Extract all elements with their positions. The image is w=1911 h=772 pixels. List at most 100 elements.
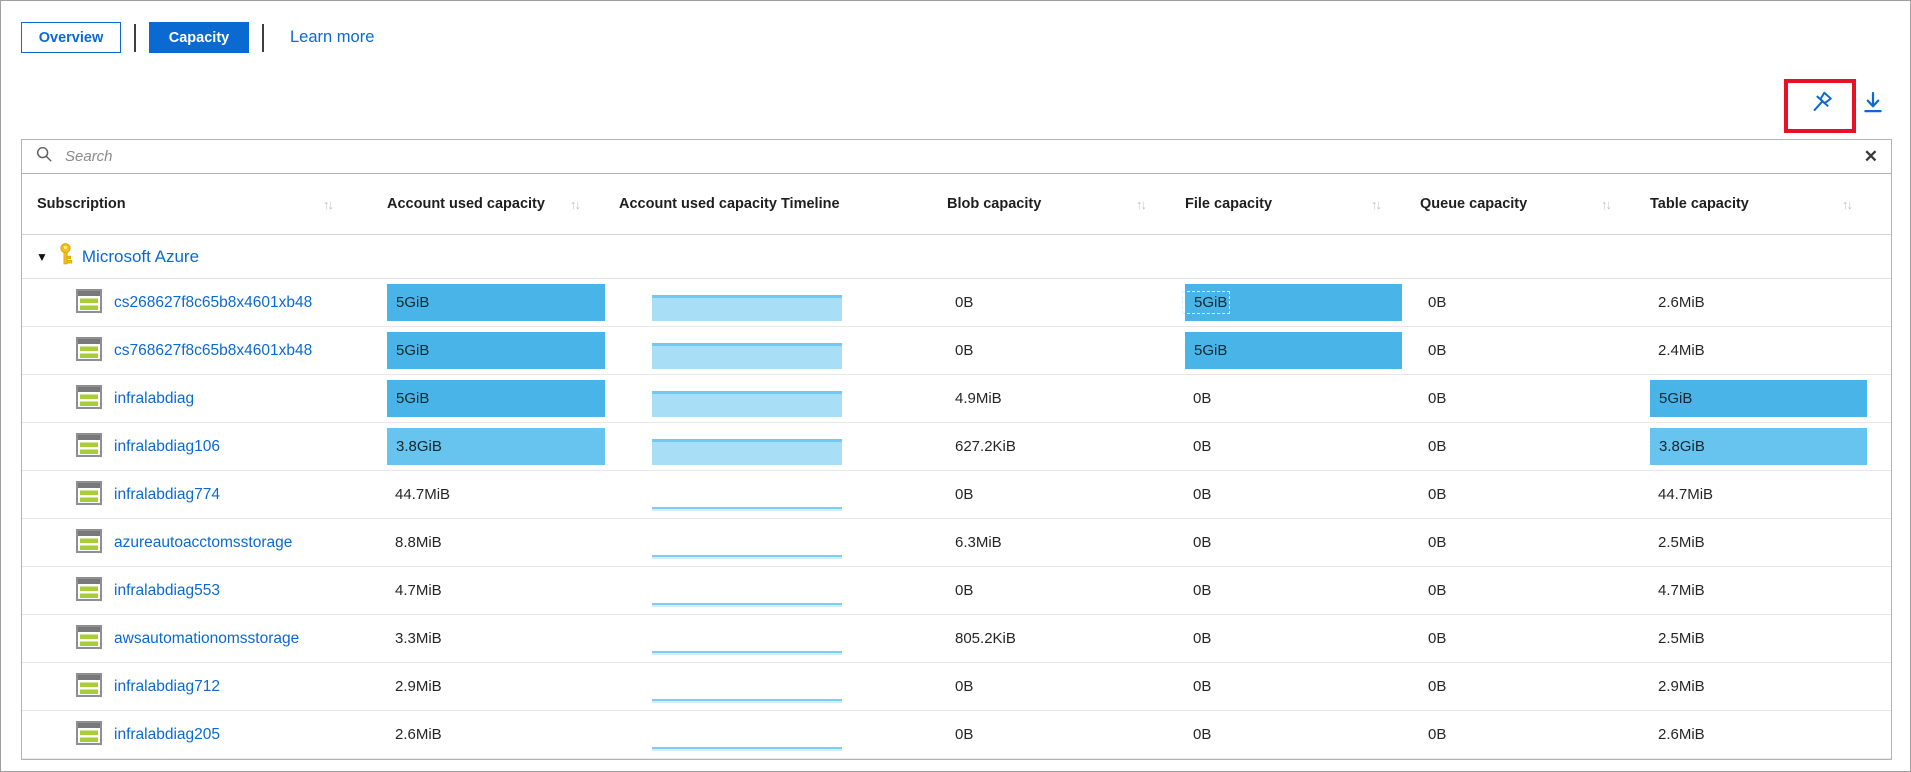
storage-account-icon — [76, 528, 102, 557]
column-header-subscription[interactable]: Subscription ↑↓ — [22, 196, 387, 212]
column-header-account-used-capacity-timeline[interactable]: Account used capacity Timeline — [619, 196, 947, 212]
file-capacity-cell: 0B — [1193, 534, 1212, 551]
collapse-chevron-icon[interactable]: ▼ — [36, 249, 48, 264]
timeline-cell — [619, 663, 947, 710]
blob-capacity-cell: 0B — [955, 678, 974, 695]
column-header-file-capacity[interactable]: File capacity ↑↓ — [1185, 196, 1420, 212]
subscription-cell: infralabdiag553 — [22, 576, 387, 605]
column-header-table-capacity[interactable]: Table capacity ↑↓ — [1650, 196, 1891, 212]
storage-account-icon — [76, 720, 102, 749]
account-used-capacity-cell: 5GiB — [387, 332, 619, 369]
sort-icon[interactable]: ↑↓ — [1842, 196, 1853, 212]
storage-account-icon — [76, 288, 102, 317]
capacity-bar-label: 5GiB — [1194, 342, 1228, 359]
queue-capacity-cell: 0B — [1428, 486, 1447, 503]
pin-highlight-box[interactable] — [1784, 79, 1856, 133]
storage-account-link[interactable]: cs768627f8c65b8x4601xb48 — [114, 341, 313, 359]
subscription-cell: infralabdiag106 — [22, 432, 387, 461]
account-used-capacity-cell: 3.3MiB — [395, 630, 442, 647]
view-tabs: Overview Capacity Learn more — [21, 22, 374, 53]
queue-capacity-cell: 0B — [1428, 678, 1447, 695]
storage-account-link[interactable]: infralabdiag553 — [114, 581, 221, 599]
table-body: cs268627f8c65b8x4601xb48 5GiB 0B 5GiB 0B… — [22, 279, 1891, 759]
file-capacity-cell: 5GiB — [1185, 332, 1420, 369]
capacity-bar: 5GiB — [387, 332, 605, 369]
timeline-cell — [619, 375, 947, 422]
storage-account-icon — [76, 432, 102, 461]
storage-account-link[interactable]: infralabdiag774 — [114, 485, 221, 503]
blob-capacity-cell: 4.9MiB — [955, 390, 1002, 407]
column-header-label: Account used capacity Timeline — [619, 196, 840, 212]
sort-icon[interactable]: ↑↓ — [1371, 196, 1382, 212]
tab-overview[interactable]: Overview — [21, 22, 121, 53]
key-icon — [57, 243, 74, 270]
storage-account-icon — [76, 480, 102, 509]
storage-account-link[interactable]: azureautoacctomsstorage — [114, 533, 293, 551]
table-row: cs268627f8c65b8x4601xb48 5GiB 0B 5GiB 0B… — [22, 279, 1891, 327]
account-used-capacity-cell: 4.7MiB — [395, 582, 442, 599]
download-icon[interactable] — [1857, 87, 1889, 119]
storage-account-icon — [76, 336, 102, 365]
sort-icon[interactable]: ↑↓ — [323, 196, 334, 212]
column-header-blob-capacity[interactable]: Blob capacity ↑↓ — [947, 196, 1185, 212]
tab-divider — [262, 23, 264, 52]
capacity-bar-label: 5GiB — [396, 294, 430, 311]
storage-account-link[interactable]: infralabdiag712 — [114, 677, 221, 695]
queue-capacity-cell: 0B — [1428, 582, 1447, 599]
storage-account-link[interactable]: infralabdiag106 — [114, 437, 221, 455]
blob-capacity-cell: 0B — [955, 294, 974, 311]
timeline-cell — [619, 519, 947, 566]
storage-account-link[interactable]: infralabdiag205 — [114, 725, 221, 743]
capacity-bar: 5GiB — [387, 284, 605, 321]
timeline-sparkline — [652, 699, 842, 703]
table-row: infralabdiag712 2.9MiB 0B 0B 0B 2.9MiB — [22, 663, 1891, 711]
blob-capacity-cell: 0B — [955, 582, 974, 599]
subscription-cell: infralabdiag774 — [22, 480, 387, 509]
table-capacity-cell: 4.7MiB — [1658, 582, 1705, 599]
subscription-cell: cs768627f8c65b8x4601xb48 — [22, 336, 387, 365]
storage-account-link[interactable]: cs268627f8c65b8x4601xb48 — [114, 293, 313, 311]
storage-account-icon — [76, 624, 102, 653]
group-label[interactable]: Microsoft Azure — [81, 246, 200, 266]
sort-icon[interactable]: ↑↓ — [1601, 196, 1612, 212]
column-header-queue-capacity[interactable]: Queue capacity ↑↓ — [1420, 196, 1650, 212]
subscription-cell: azureautoacctomsstorage — [22, 528, 387, 557]
tab-capacity[interactable]: Capacity — [149, 22, 249, 53]
capacity-bar-label: 5GiB — [1659, 390, 1693, 407]
queue-capacity-cell: 0B — [1428, 726, 1447, 743]
column-header-label: Queue capacity — [1420, 196, 1528, 212]
blob-capacity-cell: 805.2KiB — [955, 630, 1016, 647]
column-header-account-used-capacity[interactable]: Account used capacity ↑↓ — [387, 196, 619, 212]
timeline-cell — [619, 327, 947, 374]
clear-search-icon[interactable]: ✕ — [1863, 147, 1878, 166]
capacity-bar-label: 3.8GiB — [396, 438, 442, 455]
sort-icon[interactable]: ↑↓ — [1136, 196, 1147, 212]
timeline-cell — [619, 615, 947, 662]
pin-icon[interactable] — [1805, 89, 1835, 124]
timeline-sparkline — [652, 555, 842, 559]
group-row-microsoft-azure: ▼ Microsoft Azure — [22, 235, 1891, 279]
file-capacity-cell: 0B — [1193, 630, 1212, 647]
subscription-cell: infralabdiag205 — [22, 720, 387, 749]
timeline-cell — [619, 711, 947, 758]
file-capacity-cell: 5GiB — [1181, 284, 1420, 321]
learn-more-link[interactable]: Learn more — [290, 28, 375, 46]
capacity-bar: 5GiB — [1185, 332, 1402, 369]
subscription-cell: infralabdiag — [22, 384, 387, 413]
storage-account-link[interactable]: awsautomationomsstorage — [114, 629, 300, 647]
blob-capacity-cell: 6.3MiB — [955, 534, 1002, 551]
table-row: cs768627f8c65b8x4601xb48 5GiB 0B 5GiB 0B… — [22, 327, 1891, 375]
table-row: awsautomationomsstorage 3.3MiB 805.2KiB … — [22, 615, 1891, 663]
table-row: infralabdiag 5GiB 4.9MiB 0B 0B 5GiB — [22, 375, 1891, 423]
search-input[interactable] — [63, 147, 1864, 166]
sort-icon[interactable]: ↑↓ — [570, 196, 581, 212]
column-header-label: File capacity — [1185, 196, 1273, 212]
storage-account-link[interactable]: infralabdiag — [114, 389, 195, 407]
timeline-sparkbar — [652, 391, 842, 417]
account-used-capacity-cell: 3.8GiB — [387, 428, 619, 465]
table-row: azureautoacctomsstorage 8.8MiB 6.3MiB 0B… — [22, 519, 1891, 567]
tab-divider — [134, 23, 136, 52]
timeline-cell — [619, 423, 947, 470]
blob-capacity-cell: 0B — [955, 342, 974, 359]
